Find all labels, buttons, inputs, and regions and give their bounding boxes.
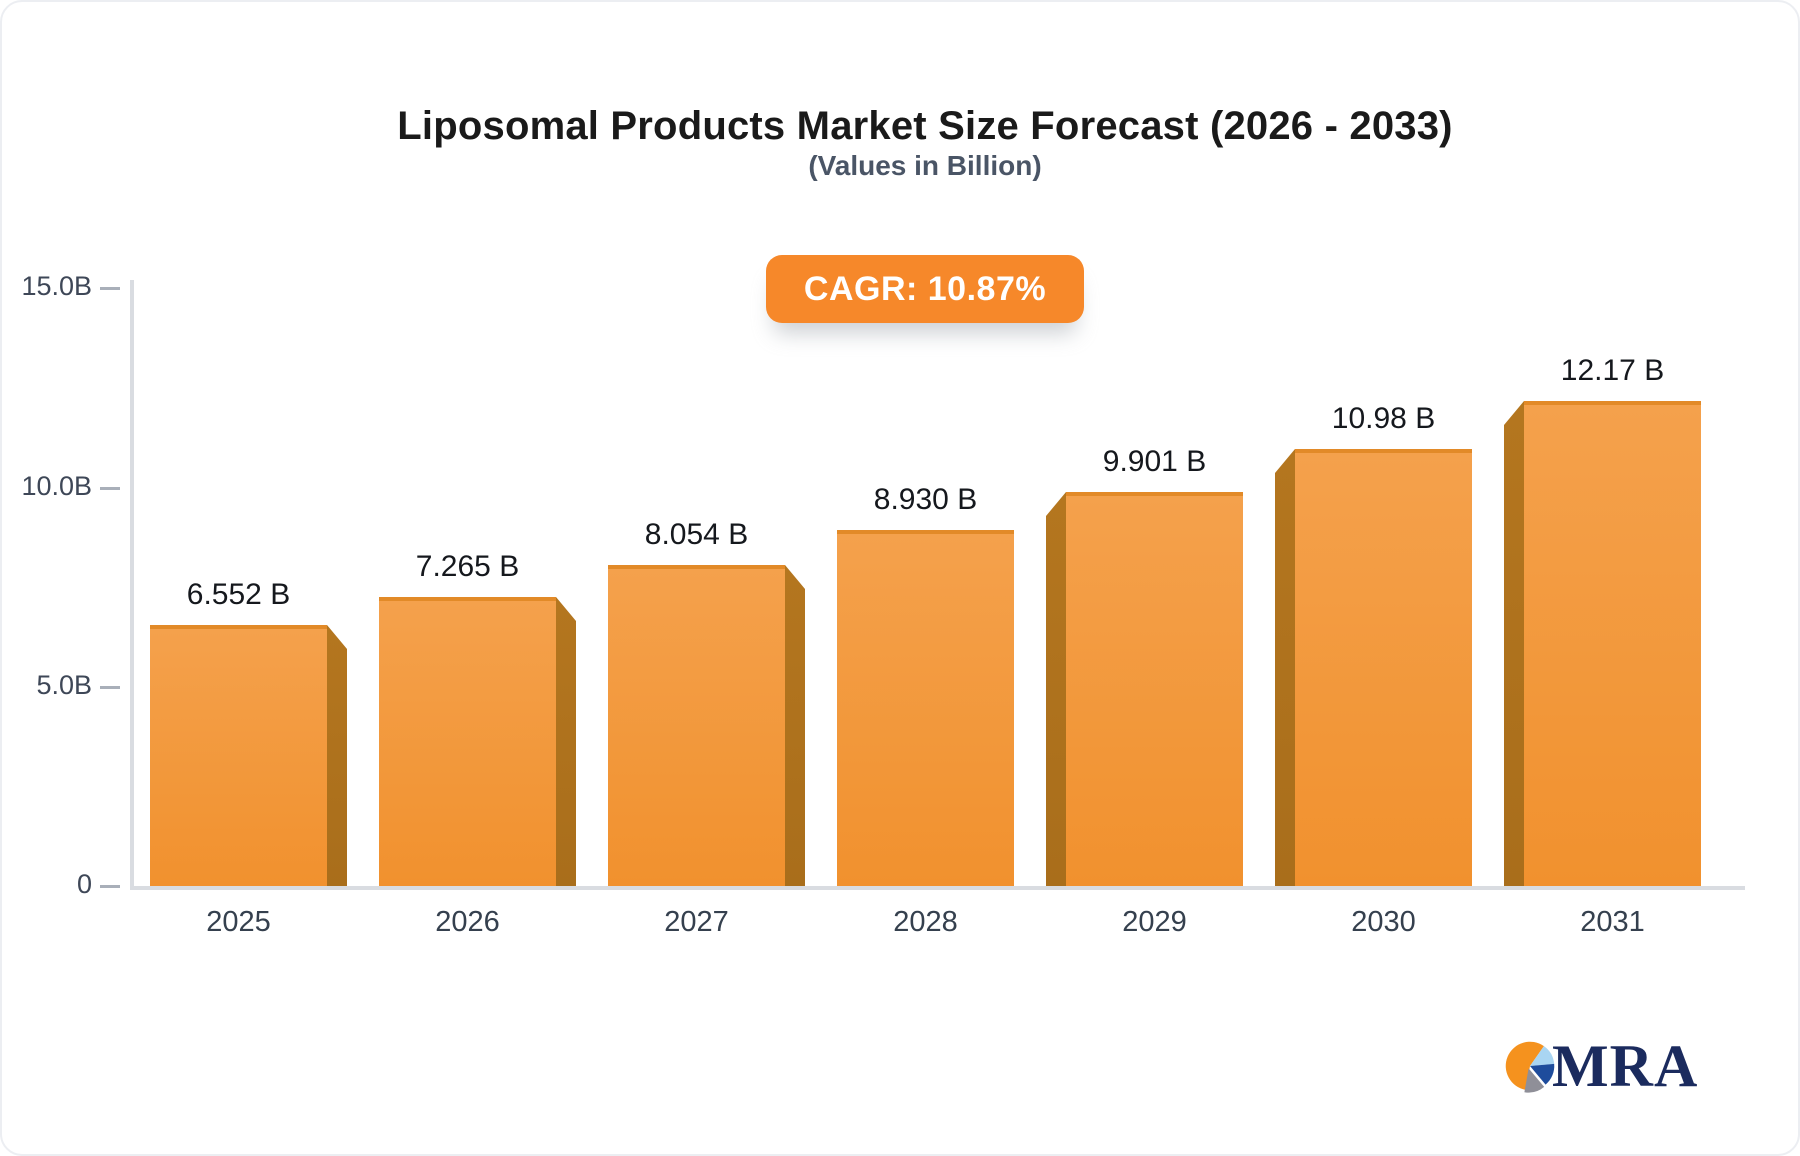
chart-subtitle: (Values in Billion) [808,150,1042,181]
y-axis-tick-label: 5.0B [36,670,92,700]
bar-2028[interactable] [837,530,1014,886]
cagr-badge-container: CAGR: 10.87% [130,255,1720,323]
bar-2027[interactable] [608,565,785,886]
y-axis-tick [100,487,120,490]
mra-logo: MRA [1502,1034,1698,1098]
y-axis-tick-label: 10.0B [21,471,92,501]
bar-side-face-2025 [327,625,347,886]
bar-2030[interactable] [1295,449,1472,886]
y-axis-tick [100,287,120,290]
y-axis-tick [100,686,120,689]
bar-value-label: 12.17 B [1560,354,1665,387]
x-axis-category-label: 2025 [206,906,271,938]
bar-value-label: 8.930 B [873,483,978,516]
y-axis-line [130,280,134,890]
mra-logo-pie-icon [1505,1041,1555,1093]
y-axis-tick-label: 0 [76,869,92,899]
x-axis-category-label: 2031 [1580,906,1645,938]
x-axis-category-label: 2029 [1122,906,1187,938]
bar-side-face-2026 [556,597,576,886]
chart-title: Liposomal Products Market Size Forecast … [397,104,1453,148]
x-axis-category-label: 2027 [664,906,729,938]
bar-value-label: 9.901 B [1102,445,1207,478]
cagr-badge: CAGR: 10.87% [765,255,1085,323]
bar-value-label: 7.265 B [415,550,520,583]
y-axis-tick [100,885,120,888]
y-axis-tick-label: 15.0B [21,271,92,301]
bar-side-face-2029 [1046,492,1066,886]
bar-2026[interactable] [379,597,556,886]
x-axis-category-label: 2028 [893,906,958,938]
bar-side-face-2031 [1504,401,1524,886]
bar-2025[interactable] [150,625,327,886]
bar-value-label: 6.552 B [186,578,291,611]
x-axis-category-label: 2030 [1351,906,1416,938]
bar-value-label: 10.98 B [1331,402,1436,435]
x-axis-line [130,886,1745,890]
mra-logo-text: MRA [1552,1033,1699,1099]
bar-2031[interactable] [1524,401,1701,886]
bar-side-face-2030 [1275,449,1295,886]
bar-side-face-2027 [785,565,805,886]
x-axis-category-label: 2026 [435,906,500,938]
bar-2029[interactable] [1066,492,1243,886]
bar-value-label: 8.054 B [644,518,749,551]
